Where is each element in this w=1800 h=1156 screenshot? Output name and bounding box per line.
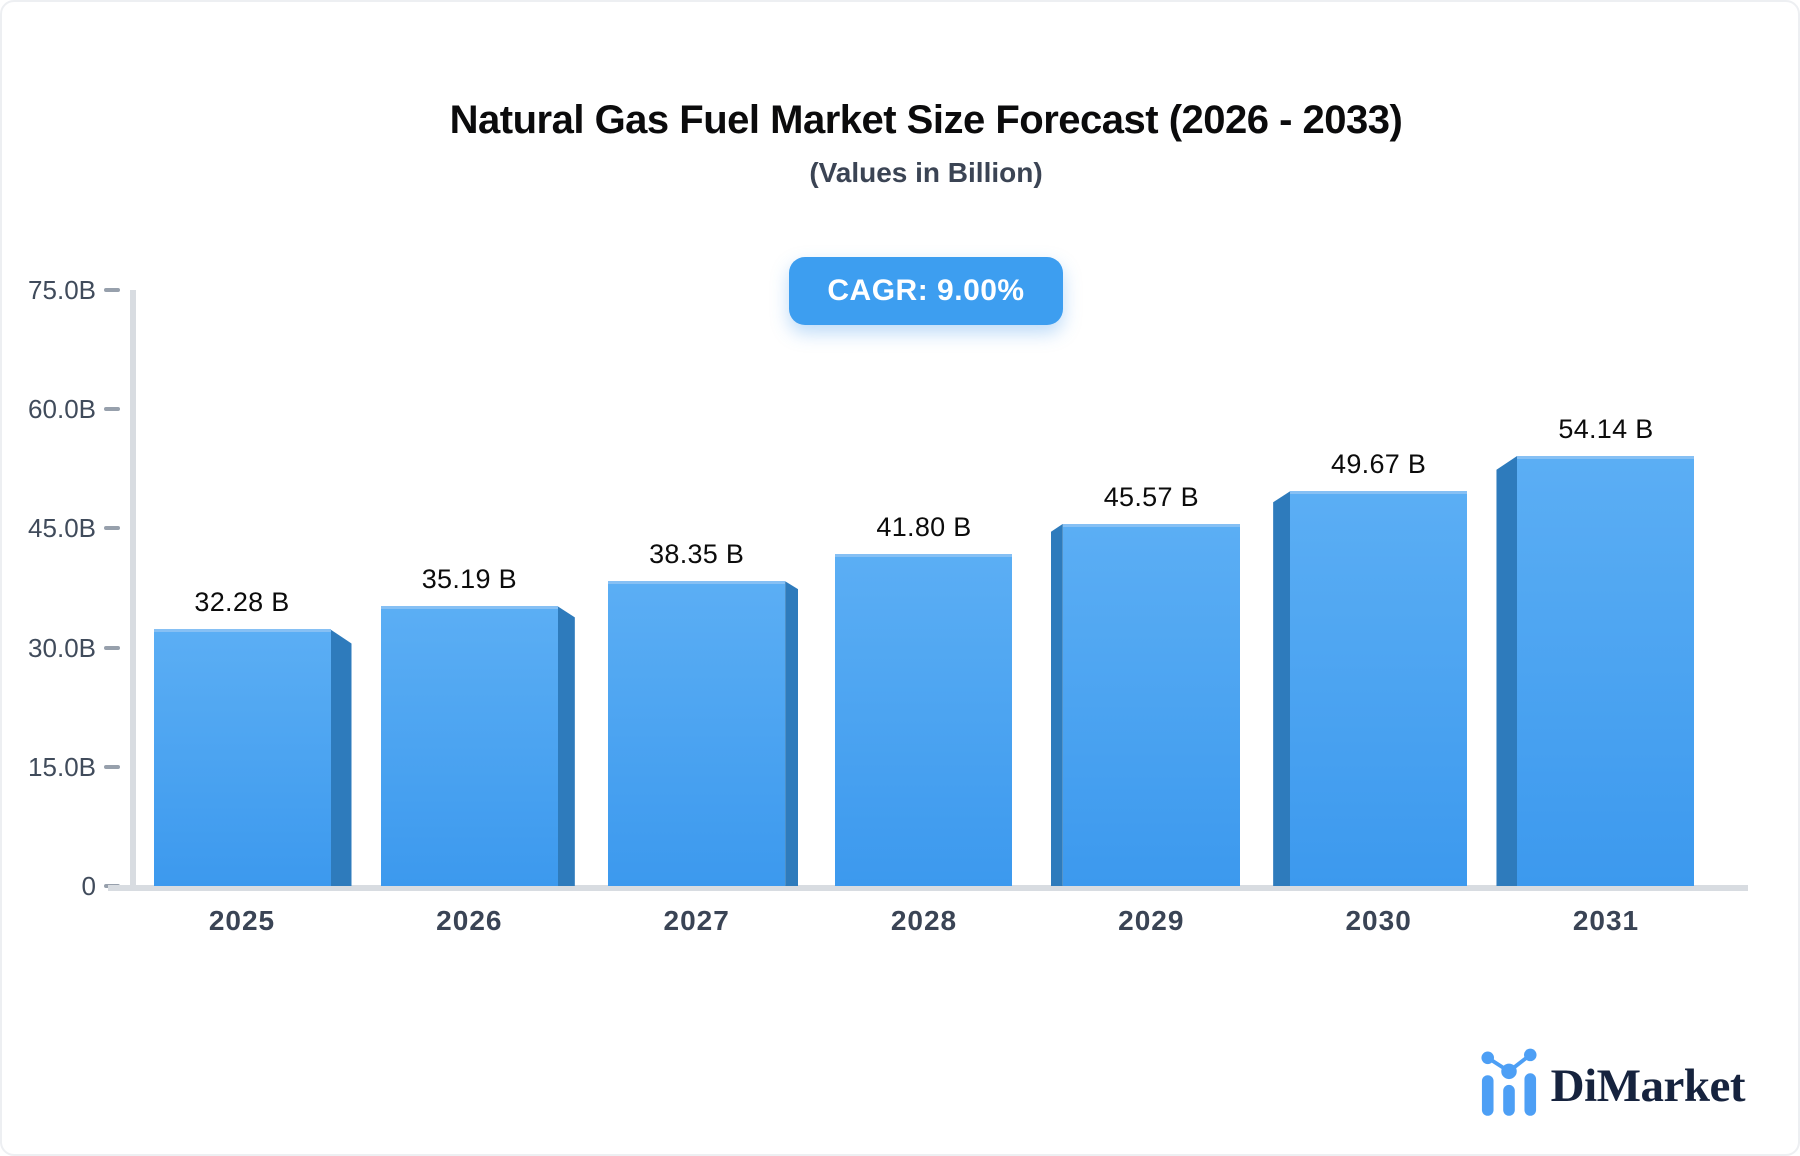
y-axis-tick-dash — [104, 645, 120, 650]
brand-logo-text: DiMarket — [1550, 1060, 1746, 1112]
bar-3d-side — [785, 581, 799, 886]
bar-2028 — [835, 553, 1013, 886]
chart-subtitle: (Values in Billion) — [809, 157, 1043, 188]
x-axis-label-2026: 2026 — [436, 905, 503, 936]
bar-2025 — [153, 629, 331, 886]
x-axis-label-2030: 2030 — [1345, 905, 1412, 936]
y-axis-tick-dash — [104, 526, 120, 531]
bar-chart-logo-icon — [1481, 1048, 1537, 1116]
bar-3d-side — [1273, 491, 1291, 886]
bar-value-label: 38.35 B — [649, 539, 745, 570]
cagr-badge: CAGR: 9.00% — [789, 257, 1063, 325]
chart-title: Natural Gas Fuel Market Size Forecast (2… — [449, 98, 1403, 142]
brand-logo: DiMarket — [1480, 1046, 1746, 1116]
bar-3d-side — [557, 606, 575, 886]
bar-value-label: 32.28 B — [194, 587, 290, 618]
y-axis-tick-dash — [104, 288, 120, 292]
bar-value-label: 41.80 B — [876, 511, 972, 542]
y-axis-tick-label: 15.0B — [28, 751, 96, 782]
x-axis-line — [108, 885, 1748, 891]
x-axis-label-2029: 2029 — [1118, 905, 1185, 936]
x-axis-label-2027: 2027 — [663, 905, 730, 936]
y-axis-line — [130, 290, 136, 888]
y-axis-tick-dash — [104, 764, 120, 769]
x-axis-label-2025: 2025 — [208, 905, 276, 936]
bar-2029 — [1062, 523, 1240, 886]
bar-value-label: 35.19 B — [421, 564, 517, 595]
bar-value-label: 54.14 B — [1558, 413, 1654, 444]
bar-3d-side — [1050, 523, 1063, 886]
bar-2026 — [380, 606, 558, 886]
y-axis-tick-label: 75.0B — [28, 275, 96, 305]
bar-value-label: 49.67 B — [1331, 449, 1427, 480]
y-axis-tick-label: 45.0B — [28, 513, 96, 544]
bar-value-label: 45.57 B — [1103, 481, 1199, 512]
y-axis-tick-label: 30.0B — [28, 632, 96, 663]
bar-3d-side — [330, 629, 352, 886]
cagr-badge-row: CAGR: 9.00% — [26, 257, 1798, 325]
bar-2030 — [1290, 491, 1468, 886]
bar-2031 — [1517, 455, 1695, 886]
y-axis-tick-label: 60.0B — [28, 394, 96, 425]
chart-header: Natural Gas Fuel Market Size Forecast (2… — [26, 2, 1798, 189]
y-axis-tick-dash — [104, 407, 120, 412]
bar-3d-side — [1496, 455, 1518, 886]
x-axis-label-2028: 2028 — [890, 905, 958, 936]
bar-2027 — [608, 581, 786, 886]
y-axis-tick-label: 0 — [81, 871, 96, 901]
x-axis-label-2031: 2031 — [1572, 905, 1640, 936]
